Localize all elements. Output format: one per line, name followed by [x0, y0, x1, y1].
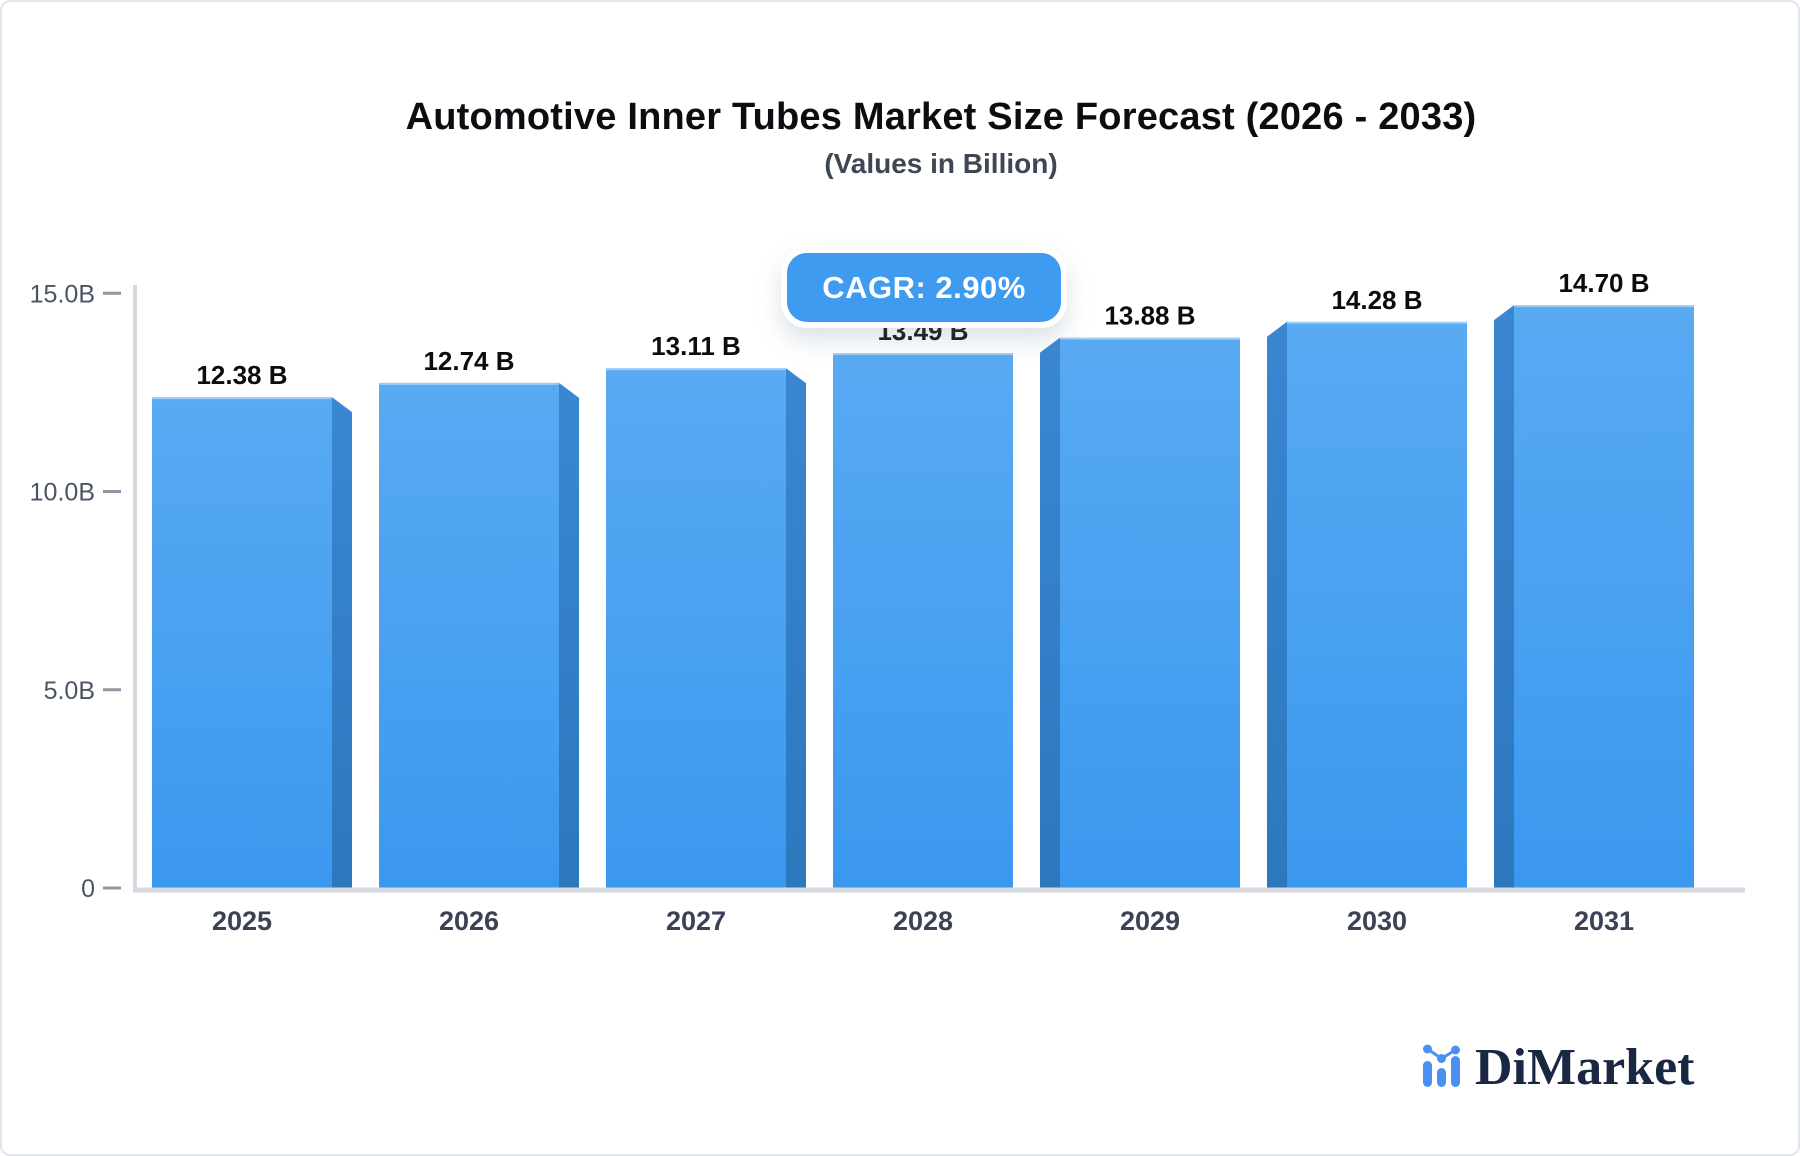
bar-chart-trend-icon [1423, 1044, 1460, 1087]
x-axis-category-label: 2031 [1574, 906, 1634, 936]
chart-title: Automotive Inner Tubes Market Size Forec… [405, 96, 1477, 138]
chart-subtitle: (Values in Billion) [824, 148, 1058, 179]
bar-side-face [786, 368, 806, 889]
bar-2029 [1040, 337, 1240, 889]
y-tick-label: 15.0B [30, 280, 95, 308]
y-tick-label: 0 [81, 875, 95, 903]
bar-2031 [1494, 305, 1694, 888]
bar-front-face [1060, 337, 1240, 889]
brand-logo: DiMarket [1422, 1042, 1694, 1094]
x-axis-category-label: 2030 [1347, 906, 1407, 936]
x-axis-category-label: 2026 [439, 906, 499, 936]
bar-side-face [1040, 337, 1060, 889]
bar-front-face [606, 368, 786, 889]
y-tick-label: 10.0B [30, 479, 95, 507]
bar-value-label: 13.88 B [1104, 301, 1195, 331]
x-axis-category-label: 2029 [1120, 906, 1180, 936]
x-axis-category-label: 2028 [893, 906, 953, 936]
x-axis-category-label: 2027 [666, 906, 726, 936]
bar-2027 [606, 368, 806, 889]
bar-2026 [379, 382, 579, 888]
bar-value-label: 14.28 B [1331, 285, 1422, 315]
y-tick-label: 5.0B [44, 677, 95, 705]
bar-front-face [152, 397, 332, 888]
bar-value-label: 12.38 B [196, 360, 287, 390]
bar-2030 [1267, 321, 1467, 889]
bar-2028 [833, 353, 1013, 889]
bar-side-face [1494, 305, 1514, 888]
x-axis-category-label: 2025 [212, 906, 272, 936]
bar-front-face [1514, 305, 1694, 888]
brand-name: DiMarket [1475, 1039, 1695, 1096]
bar-side-face [332, 397, 352, 888]
bar-side-face [559, 382, 579, 888]
bar-front-face [379, 382, 559, 888]
bar-value-label: 14.70 B [1558, 268, 1649, 298]
cagr-badge: CAGR: 2.90% [781, 247, 1067, 328]
bar-front-face [1287, 321, 1467, 889]
bar-2025 [152, 397, 352, 888]
bar-value-label: 12.74 B [423, 346, 514, 376]
bar-side-face [1267, 321, 1287, 889]
bar-front-face [833, 353, 1013, 889]
bar-value-label: 13.11 B [651, 331, 741, 361]
